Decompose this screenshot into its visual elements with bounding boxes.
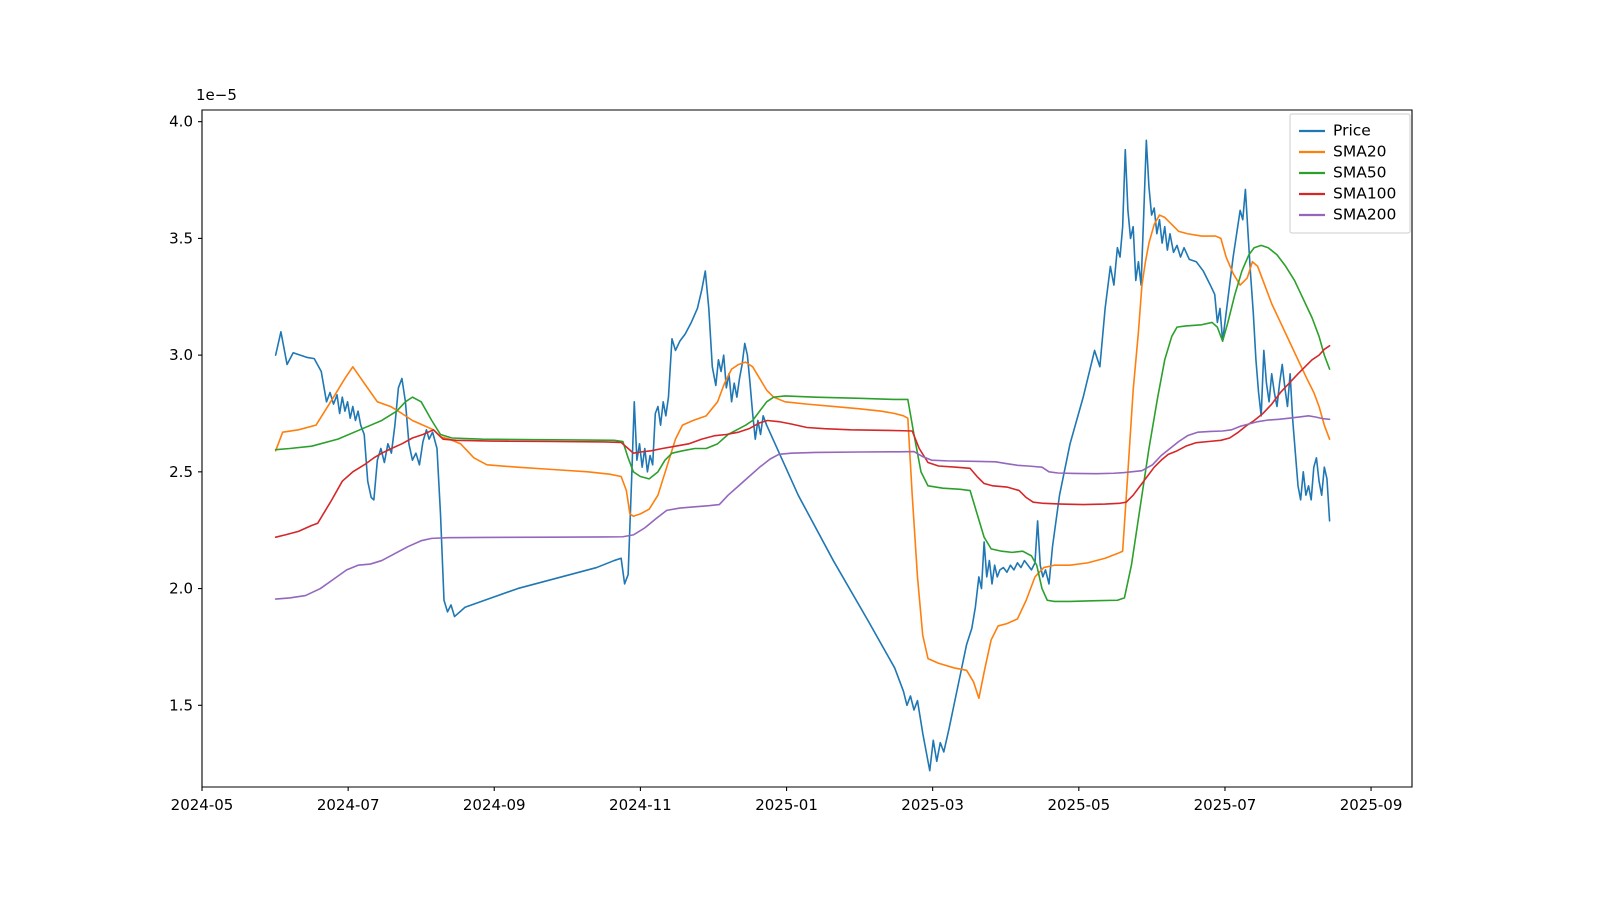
legend-label-price: Price xyxy=(1333,122,1371,140)
x-tick-label: 2024-09 xyxy=(463,796,526,814)
y-tick-label: 3.0 xyxy=(169,346,193,364)
y-tick-label: 2.0 xyxy=(169,580,193,598)
y-axis-offset-label: 1e−5 xyxy=(196,86,237,104)
legend-label-sma200: SMA200 xyxy=(1333,206,1396,224)
y-tick-label: 4.0 xyxy=(169,113,193,131)
x-tick-label: 2025-07 xyxy=(1194,796,1257,814)
x-tick-label: 2024-05 xyxy=(171,796,234,814)
chart-legend: Price SMA20 SMA50 SMA100 SMA200 xyxy=(1289,113,1411,234)
x-tick-label: 2025-03 xyxy=(901,796,964,814)
legend-label-sma20: SMA20 xyxy=(1333,143,1387,161)
x-tick-label: 2025-09 xyxy=(1340,796,1403,814)
legend-label-sma50: SMA50 xyxy=(1333,164,1387,182)
y-tick-label: 3.5 xyxy=(169,229,193,247)
series-line-sma100 xyxy=(274,344,1331,539)
y-tick-label: 1.5 xyxy=(169,696,193,714)
series-line-price xyxy=(274,139,1331,772)
series-line-sma20 xyxy=(274,214,1331,700)
x-tick-label: 2024-11 xyxy=(609,796,672,814)
x-tick-label: 2025-01 xyxy=(755,796,818,814)
x-tick-label: 2024-07 xyxy=(317,796,380,814)
legend-background xyxy=(1289,113,1411,234)
y-tick-label: 2.5 xyxy=(169,463,193,481)
legend-label-sma100: SMA100 xyxy=(1333,185,1396,203)
x-tick-label: 2025-05 xyxy=(1047,796,1110,814)
axes: 1.5 2.0 2.5 3.0 3.5 4.0 2024-05 2024-07 2024-09 2… xyxy=(169,86,1413,814)
data-series-group xyxy=(274,139,1331,772)
axes-spines xyxy=(201,109,1413,788)
series-line-sma200 xyxy=(274,415,1331,600)
series-line-sma50 xyxy=(274,244,1331,603)
